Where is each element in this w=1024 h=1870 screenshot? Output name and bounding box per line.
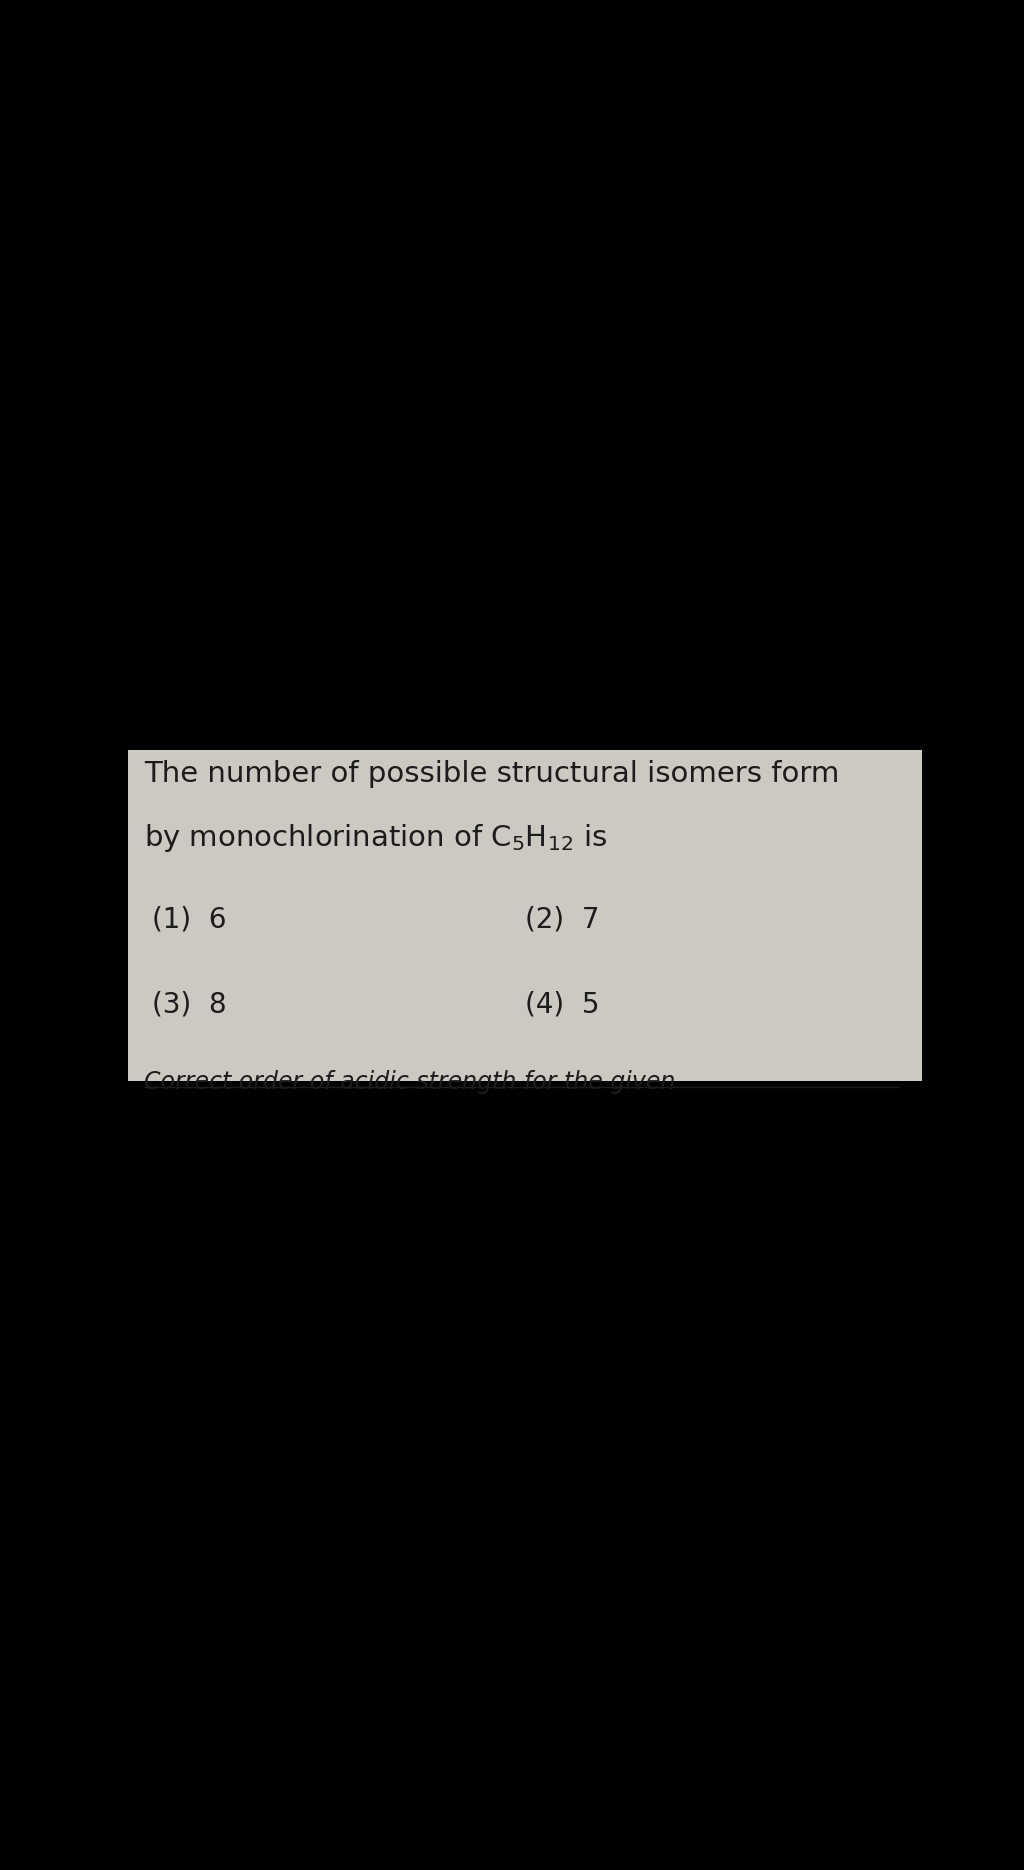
FancyBboxPatch shape xyxy=(128,750,922,1081)
Text: by monochlorination of $\mathregular{C_5H_{12}}$ is: by monochlorination of $\mathregular{C_5… xyxy=(143,823,607,855)
Text: (1)  6: (1) 6 xyxy=(152,905,226,933)
Text: (2)  7: (2) 7 xyxy=(524,905,599,933)
Text: The number of possible structural isomers form: The number of possible structural isomer… xyxy=(143,759,840,787)
Text: Correct order of acidic strength for the given: Correct order of acidic strength for the… xyxy=(143,1070,675,1094)
Text: (4)  5: (4) 5 xyxy=(524,991,599,1019)
Text: (3)  8: (3) 8 xyxy=(152,991,226,1019)
